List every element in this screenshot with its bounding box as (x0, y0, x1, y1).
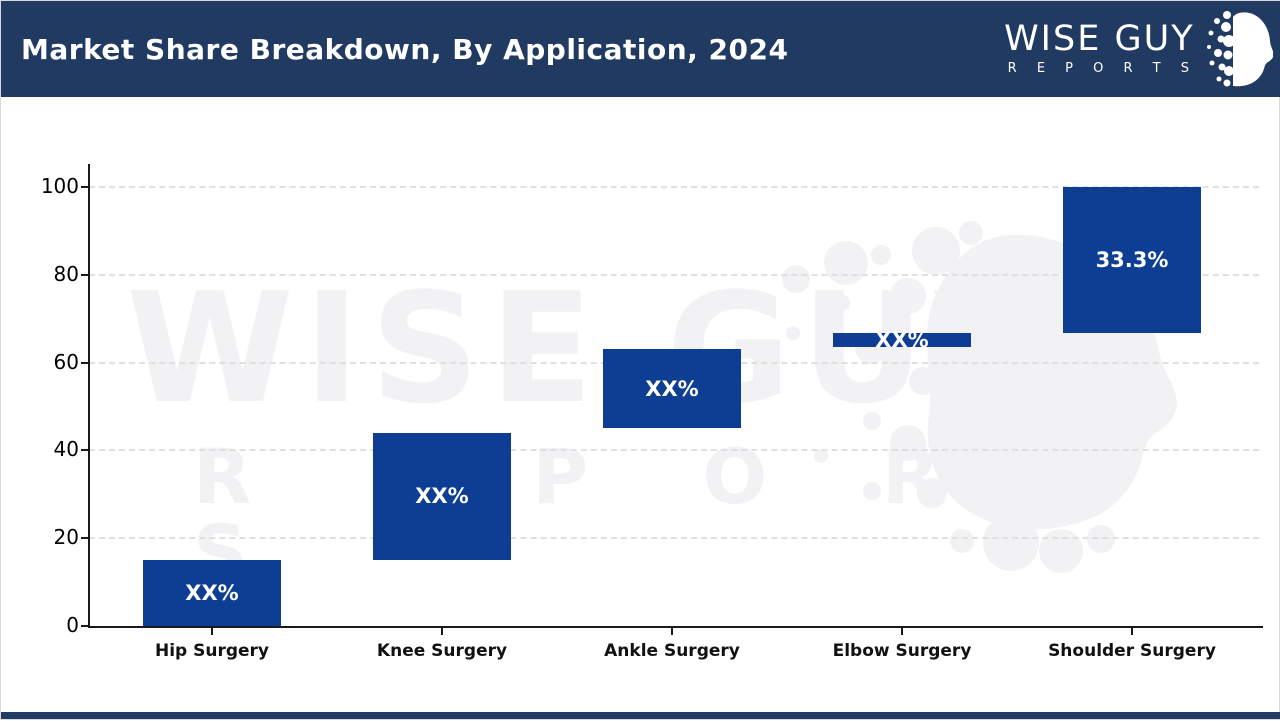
wise-guy-logo: WISE GUY R E P O R T S (1002, 7, 1273, 91)
page-title: Market Share Breakdown, By Application, … (21, 32, 789, 66)
footer-bar (1, 712, 1280, 719)
x-tick-mark (901, 628, 903, 635)
header-bar: Market Share Breakdown, By Application, … (1, 1, 1280, 97)
logo-head-icon (1207, 11, 1273, 87)
x-axis-line (88, 626, 1263, 628)
y-tick-label: 40 (53, 437, 79, 462)
bar-value-label: XX% (185, 581, 239, 606)
y-tick-label: 60 (53, 349, 79, 374)
bar: XX% (603, 349, 741, 429)
y-tick-mark (81, 361, 89, 364)
gridline (89, 537, 1259, 540)
gridline (89, 186, 1259, 188)
y-tick-mark (81, 273, 89, 276)
logo-text: WISE GUY R E P O R T S (1002, 19, 1197, 77)
y-tick-mark (81, 625, 89, 627)
bar: XX% (143, 560, 281, 626)
bar: XX% (833, 328, 971, 352)
gridline (89, 273, 1259, 276)
x-tick-mark (211, 628, 213, 635)
y-tick-label: 20 (53, 525, 79, 550)
x-category-label: Shoulder Surgery (1048, 641, 1216, 661)
y-axis-line (88, 164, 90, 628)
y-tick-mark (81, 537, 89, 540)
y-tick-label: 0 (66, 613, 79, 637)
bar-value-label: XX% (875, 328, 929, 353)
bar: XX% (373, 432, 511, 561)
x-category-label: Ankle Surgery (604, 641, 740, 661)
y-tick-label: 80 (53, 261, 79, 286)
bar: 33.3% (1063, 187, 1201, 334)
bar-value-label: 33.3% (1095, 248, 1169, 273)
x-tick-mark (441, 628, 443, 635)
x-category-label: Knee Surgery (376, 641, 508, 661)
logo-wordmark: WISE GUY (1004, 19, 1195, 59)
y-tick-mark (81, 449, 89, 452)
x-tick-mark (1131, 628, 1133, 635)
y-tick-label: 100 (40, 174, 79, 198)
gridline (89, 449, 1259, 452)
logo-subtitle: R E P O R T S (1007, 61, 1197, 76)
x-category-label: Elbow Surgery (832, 641, 972, 661)
y-tick-mark (81, 186, 89, 188)
x-category-label: Hip Surgery (154, 641, 270, 661)
bar-value-label: XX% (415, 484, 469, 509)
bar-value-label: XX% (645, 376, 699, 401)
x-tick-mark (671, 628, 673, 635)
